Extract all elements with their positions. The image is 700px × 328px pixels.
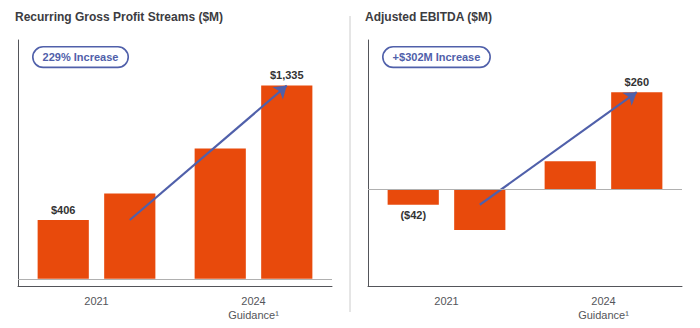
- svg-text:+$302M Increase: +$302M Increase: [393, 51, 481, 63]
- svg-text:Adjusted EBITDA ($M): Adjusted EBITDA ($M): [365, 10, 492, 24]
- svg-text:Guidance¹: Guidance¹: [228, 309, 279, 321]
- svg-text:2024: 2024: [591, 295, 615, 307]
- svg-text:229% Increase: 229% Increase: [43, 51, 119, 63]
- svg-text:$260: $260: [625, 76, 649, 88]
- svg-text:Recurring Gross Profit Streams: Recurring Gross Profit Streams ($M): [15, 10, 223, 24]
- svg-text:Guidance¹: Guidance¹: [578, 309, 629, 321]
- svg-text:2021: 2021: [434, 295, 458, 307]
- svg-text:2024: 2024: [241, 295, 265, 307]
- svg-text:$406: $406: [51, 204, 75, 216]
- svg-text:2021: 2021: [84, 295, 108, 307]
- svg-text:($42): ($42): [400, 209, 426, 221]
- svg-text:$1,335: $1,335: [270, 69, 304, 81]
